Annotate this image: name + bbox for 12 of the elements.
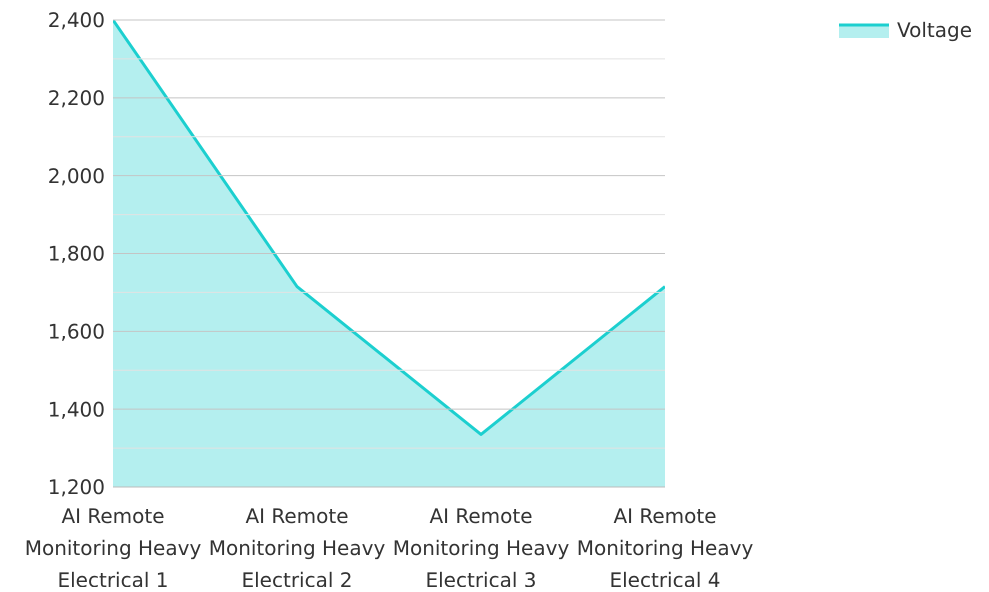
x-tick-label: AI Remote Monitoring Heavy Electrical 3 [392, 504, 570, 592]
y-tick-label: 2,200 [48, 86, 105, 110]
x-tick-label: AI Remote Monitoring Heavy Electrical 1 [24, 504, 202, 592]
legend-label: Voltage [897, 18, 972, 42]
x-tick-label: AI Remote Monitoring Heavy Electrical 2 [208, 504, 386, 592]
y-tick-label: 1,400 [48, 397, 105, 422]
y-tick-label: 1,800 [48, 242, 105, 266]
y-tick-label: 1,600 [48, 319, 105, 344]
y-tick-label: 2,000 [48, 164, 105, 188]
x-tick-label: AI Remote Monitoring Heavy Electrical 4 [576, 504, 754, 592]
y-tick-label: 2,400 [48, 8, 105, 32]
y-tick-label: 1,200 [48, 475, 105, 500]
